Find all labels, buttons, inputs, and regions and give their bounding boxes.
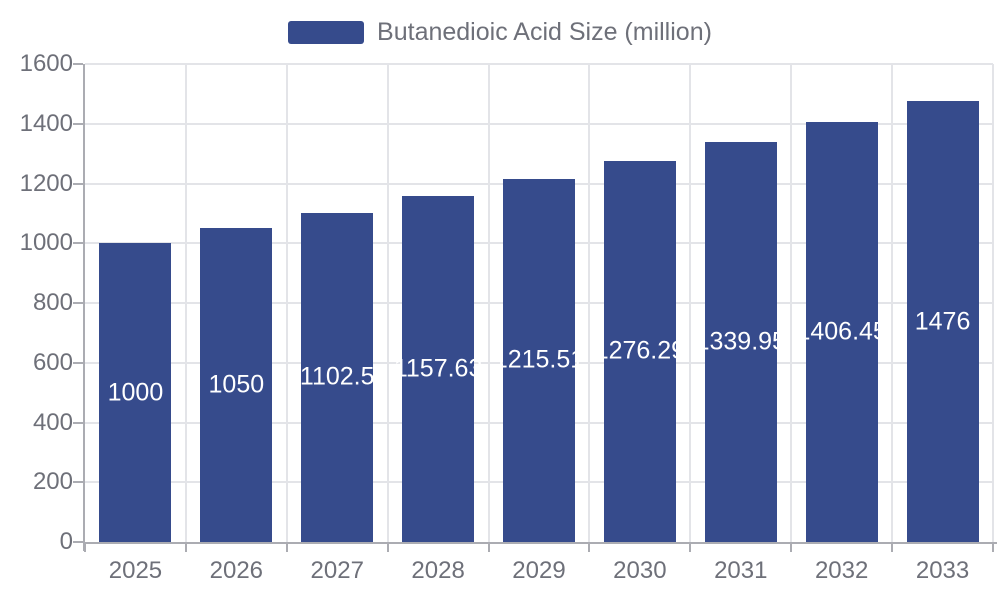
x-axis-tick	[386, 544, 389, 552]
gridline-vertical	[790, 64, 793, 542]
x-axis-tick	[184, 544, 187, 552]
legend-item[interactable]: Butanedioic Acid Size (million)	[0, 19, 1000, 45]
y-axis-tick-label: 1200	[19, 169, 73, 197]
bar[interactable]: 1276.29	[595, 160, 685, 542]
y-axis-tick-label: 600	[32, 348, 73, 376]
x-axis-tick-label: 2027	[310, 557, 364, 584]
bar[interactable]: 1215.51	[494, 178, 584, 542]
y-axis-tick-label: 200	[32, 468, 73, 496]
plot-area: 1000 1050 1102.5 1157.63 1215.51 1276.29 1339.…	[73, 63, 997, 552]
y-axis-line	[83, 64, 85, 551]
x-axis-tick	[588, 544, 591, 552]
bar-value-label: 1476	[914, 307, 971, 335]
bar[interactable]: 1000	[99, 243, 172, 542]
y-axis-tick	[73, 541, 83, 543]
x-axis-tick-label: 2025	[108, 557, 163, 584]
y-axis-tick-label: 400	[32, 408, 73, 436]
bar-value-label: 1215.51	[493, 345, 585, 374]
gridline-vertical	[285, 64, 288, 542]
bar[interactable]: 1102.5	[299, 212, 375, 542]
x-axis-tick	[84, 544, 86, 552]
y-axis-tick	[73, 302, 83, 304]
y-axis-tick	[73, 122, 83, 125]
x-axis-line	[83, 542, 997, 544]
y-axis-tick-label: 1000	[19, 229, 73, 257]
gridline-vertical	[689, 64, 692, 542]
y-axis-tick	[73, 421, 83, 424]
bar[interactable]: 1476	[906, 101, 979, 542]
bar-value-label: 1102.5	[299, 362, 375, 391]
x-axis-labels: 2025 2026 2027 2028 2029 2030 2031 2032 2033	[85, 557, 993, 587]
x-axis-tick-label: 2026	[209, 557, 264, 584]
bar[interactable]: 1050	[200, 228, 273, 542]
bar[interactable]: 1157.63	[394, 196, 482, 542]
y-axis-tick-label: 800	[32, 289, 73, 316]
x-axis-tick	[790, 544, 793, 552]
y-axis-tick-label: 0	[59, 528, 73, 555]
gridline-vertical	[992, 64, 994, 542]
bar-value-label: 1406.45	[796, 317, 887, 346]
bar-value-label: 1276.29	[594, 336, 686, 365]
x-axis-tick	[285, 544, 288, 552]
gridline-vertical	[184, 64, 187, 542]
bar-value-label: 1050	[208, 370, 265, 399]
y-axis-tick-label: 1400	[19, 109, 73, 137]
legend-label: Butanedioic Acid Size (million)	[377, 18, 712, 46]
x-axis-tick-label: 2030	[613, 557, 667, 584]
y-axis-tick	[73, 63, 83, 65]
gridline-horizontal	[85, 122, 993, 125]
x-axis-tick	[992, 544, 994, 552]
x-axis-tick	[487, 544, 490, 552]
gridline-vertical	[588, 64, 591, 542]
x-axis-tick-label: 2033	[915, 557, 970, 584]
gridline-vertical	[891, 64, 894, 542]
y-axis-tick	[73, 242, 83, 245]
x-axis-tick-label: 2031	[714, 557, 768, 584]
legend-swatch-icon	[288, 20, 365, 44]
y-axis-tick	[73, 182, 83, 185]
x-axis-tick-label: 2028	[411, 557, 465, 584]
bar-value-label: 1000	[107, 378, 164, 407]
gridline-horizontal	[85, 63, 993, 65]
x-axis-tick-label: 2029	[512, 557, 566, 584]
x-axis-tick-label: 2032	[814, 557, 869, 584]
y-axis-tick-label: 1600	[19, 50, 73, 77]
x-axis-tick	[891, 544, 894, 552]
bar[interactable]: 1339.95	[696, 141, 786, 542]
x-axis-tick	[689, 544, 692, 552]
y-axis-labels: 0 200 400 600 800 1000 1200 1400 1600	[0, 50, 73, 555]
y-axis-tick	[73, 481, 83, 484]
bar[interactable]: 1406.45	[796, 121, 887, 542]
gridline-vertical	[487, 64, 490, 542]
gridline-vertical	[386, 64, 389, 542]
bar-value-label: 1157.63	[393, 354, 483, 383]
bar-value-label: 1339.95	[695, 327, 786, 356]
y-axis-tick	[73, 361, 83, 364]
